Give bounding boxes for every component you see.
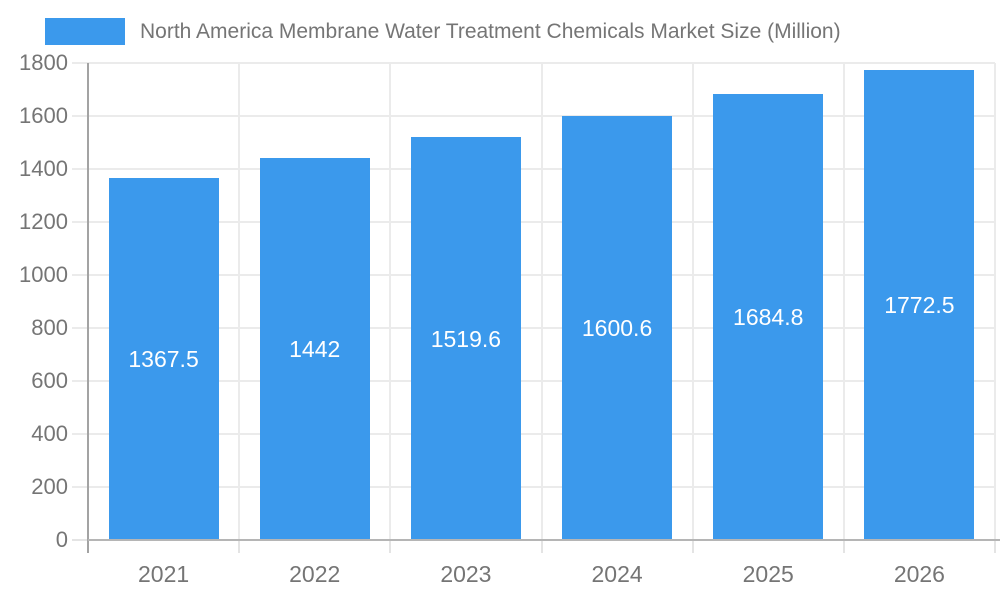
x-axis-tick-label: 2022 — [289, 561, 341, 587]
x-axis-tick-label: 2024 — [591, 561, 643, 587]
bar-value-label: 1772.5 — [884, 292, 955, 319]
v-gridline — [691, 63, 694, 540]
y-axis-tick-label: 800 — [31, 315, 68, 340]
y-axis-tick-label: 1400 — [19, 156, 68, 181]
x-axis-tick-label: 2023 — [440, 561, 492, 587]
bar-value-label: 1367.5 — [128, 345, 199, 372]
x-axis-tick — [691, 540, 694, 553]
h-gridline — [72, 168, 995, 170]
v-gridline — [389, 63, 392, 540]
h-gridline — [72, 62, 995, 64]
y-axis-tick-label: 1000 — [19, 262, 68, 287]
h-gridline — [72, 327, 995, 329]
x-axis-tick-label: 2025 — [742, 561, 794, 587]
y-axis-tick-label: 200 — [31, 474, 68, 499]
h-gridline — [72, 221, 995, 223]
h-gridline — [72, 433, 995, 435]
h-gridline — [72, 274, 995, 276]
legend[interactable]: North America Membrane Water Treatment C… — [45, 18, 841, 45]
x-axis-tick-label: 2021 — [137, 561, 190, 587]
y-axis-tick — [72, 539, 88, 541]
y-axis-line — [87, 63, 89, 553]
y-axis-tick-label: 600 — [31, 368, 68, 393]
y-axis-tick-label: 1800 — [19, 50, 68, 75]
bar-value-label: 1684.8 — [733, 303, 804, 330]
bar[interactable] — [410, 137, 521, 540]
x-axis-line — [88, 539, 1000, 541]
legend-swatch-icon — [45, 18, 125, 45]
x-axis-tick — [540, 540, 543, 553]
x-axis-tick-label: 2026 — [893, 561, 945, 587]
bar[interactable] — [864, 70, 975, 540]
x-axis-tick — [238, 540, 241, 553]
v-gridline — [238, 63, 241, 540]
y-axis-tick-label: 0 — [55, 527, 68, 552]
x-axis-tick — [994, 540, 996, 553]
bar-value-label: 1519.6 — [430, 325, 502, 352]
y-axis-tick-label: 1600 — [19, 103, 68, 128]
bar[interactable] — [562, 115, 673, 540]
y-axis-tick-label: 400 — [31, 421, 68, 446]
legend-label: North America Membrane Water Treatment C… — [140, 19, 841, 43]
h-gridline — [72, 380, 995, 382]
x-axis-tick — [842, 540, 845, 553]
v-gridline — [540, 63, 543, 540]
h-gridline — [72, 486, 995, 488]
x-axis-tick — [389, 540, 392, 553]
v-gridline — [842, 63, 845, 540]
bar[interactable] — [713, 93, 824, 540]
bar[interactable] — [108, 177, 219, 540]
bar-value-label: 1442 — [289, 335, 341, 362]
v-gridline — [994, 63, 996, 540]
h-gridline — [72, 115, 995, 117]
y-axis-tick-label: 1200 — [19, 209, 68, 234]
bar-value-label: 1600.6 — [581, 314, 653, 341]
bar[interactable] — [259, 157, 370, 540]
